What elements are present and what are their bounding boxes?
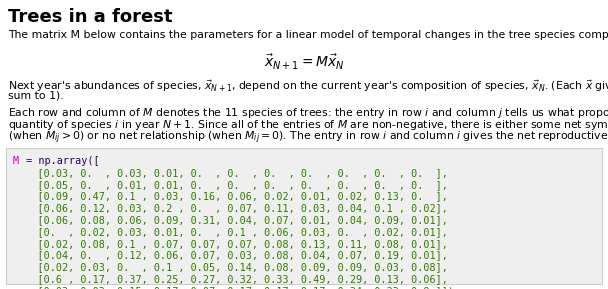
Bar xyxy=(6,148,602,284)
Text: [0.02, 0.03, 0.  , 0.1 , 0.05, 0.14, 0.08, 0.09, 0.09, 0.03, 0.08],: [0.02, 0.03, 0. , 0.1 , 0.05, 0.14, 0.08… xyxy=(13,262,448,272)
Text: [0.04, 0.  , 0.12, 0.06, 0.07, 0.03, 0.08, 0.04, 0.07, 0.19, 0.01],: [0.04, 0. , 0.12, 0.06, 0.07, 0.03, 0.08… xyxy=(13,250,448,260)
Text: M: M xyxy=(13,156,19,166)
Text: [0.  , 0.02, 0.03, 0.01, 0.  , 0.1 , 0.06, 0.03, 0.  , 0.02, 0.01],: [0. , 0.02, 0.03, 0.01, 0. , 0.1 , 0.06,… xyxy=(13,227,448,237)
Text: [0.06, 0.08, 0.06, 0.09, 0.31, 0.04, 0.07, 0.01, 0.04, 0.09, 0.01],: [0.06, 0.08, 0.06, 0.09, 0.31, 0.04, 0.0… xyxy=(13,215,448,225)
Text: sum to 1).: sum to 1). xyxy=(8,90,64,100)
Text: [0.6 , 0.17, 0.37, 0.25, 0.27, 0.32, 0.33, 0.49, 0.29, 0.13, 0.06],: [0.6 , 0.17, 0.37, 0.25, 0.27, 0.32, 0.3… xyxy=(13,274,448,284)
Text: Each row and column of $M$ denotes the 11 species of trees: the entry in row $i$: Each row and column of $M$ denotes the 1… xyxy=(8,106,608,120)
Text: = np.array([: = np.array([ xyxy=(19,156,99,166)
Text: [0.02, 0.08, 0.1 , 0.07, 0.07, 0.07, 0.08, 0.13, 0.11, 0.08, 0.01],: [0.02, 0.08, 0.1 , 0.07, 0.07, 0.07, 0.0… xyxy=(13,239,448,249)
Text: [0.05, 0.  , 0.01, 0.01, 0.  , 0.  , 0.  , 0.  , 0.  , 0.  , 0.  ],: [0.05, 0. , 0.01, 0.01, 0. , 0. , 0. , 0… xyxy=(13,179,448,190)
Text: [0.03, 0.03, 0.15, 0.17, 0.07, 0.17, 0.17, 0.17, 0.34, 0.23, 0.8 ]]): [0.03, 0.03, 0.15, 0.17, 0.07, 0.17, 0.1… xyxy=(13,286,454,289)
Text: Next year's abundances of species, $\vec{x}_{N+1}$, depend on the current year's: Next year's abundances of species, $\vec… xyxy=(8,78,608,94)
Text: $\vec{x}_{N+1} = M\vec{x}_N$: $\vec{x}_{N+1} = M\vec{x}_N$ xyxy=(264,53,344,72)
Text: The matrix M below contains the parameters for a linear model of temporal change: The matrix M below contains the paramete… xyxy=(8,30,608,40)
Text: [0.03, 0.  , 0.03, 0.01, 0.  , 0.  , 0.  , 0.  , 0.  , 0.  , 0.  ],: [0.03, 0. , 0.03, 0.01, 0. , 0. , 0. , 0… xyxy=(13,168,448,178)
Text: [0.09, 0.47, 0.1 , 0.03, 0.16, 0.06, 0.02, 0.01, 0.02, 0.13, 0.  ],: [0.09, 0.47, 0.1 , 0.03, 0.16, 0.06, 0.0… xyxy=(13,191,448,201)
Text: (when $M_{ij} > 0$) or no net relationship (when $M_{ij} = 0$). The entry in row: (when $M_{ij} > 0$) or no net relationsh… xyxy=(8,130,608,147)
Text: Trees in a forest: Trees in a forest xyxy=(8,8,173,26)
Text: [0.06, 0.12, 0.03, 0.2 , 0.  , 0.07, 0.11, 0.03, 0.04, 0.1 , 0.02],: [0.06, 0.12, 0.03, 0.2 , 0. , 0.07, 0.11… xyxy=(13,203,448,213)
Text: quantity of species $i$ in year $N+1$. Since all of the entries of $M$ are non-n: quantity of species $i$ in year $N+1$. S… xyxy=(8,118,608,132)
